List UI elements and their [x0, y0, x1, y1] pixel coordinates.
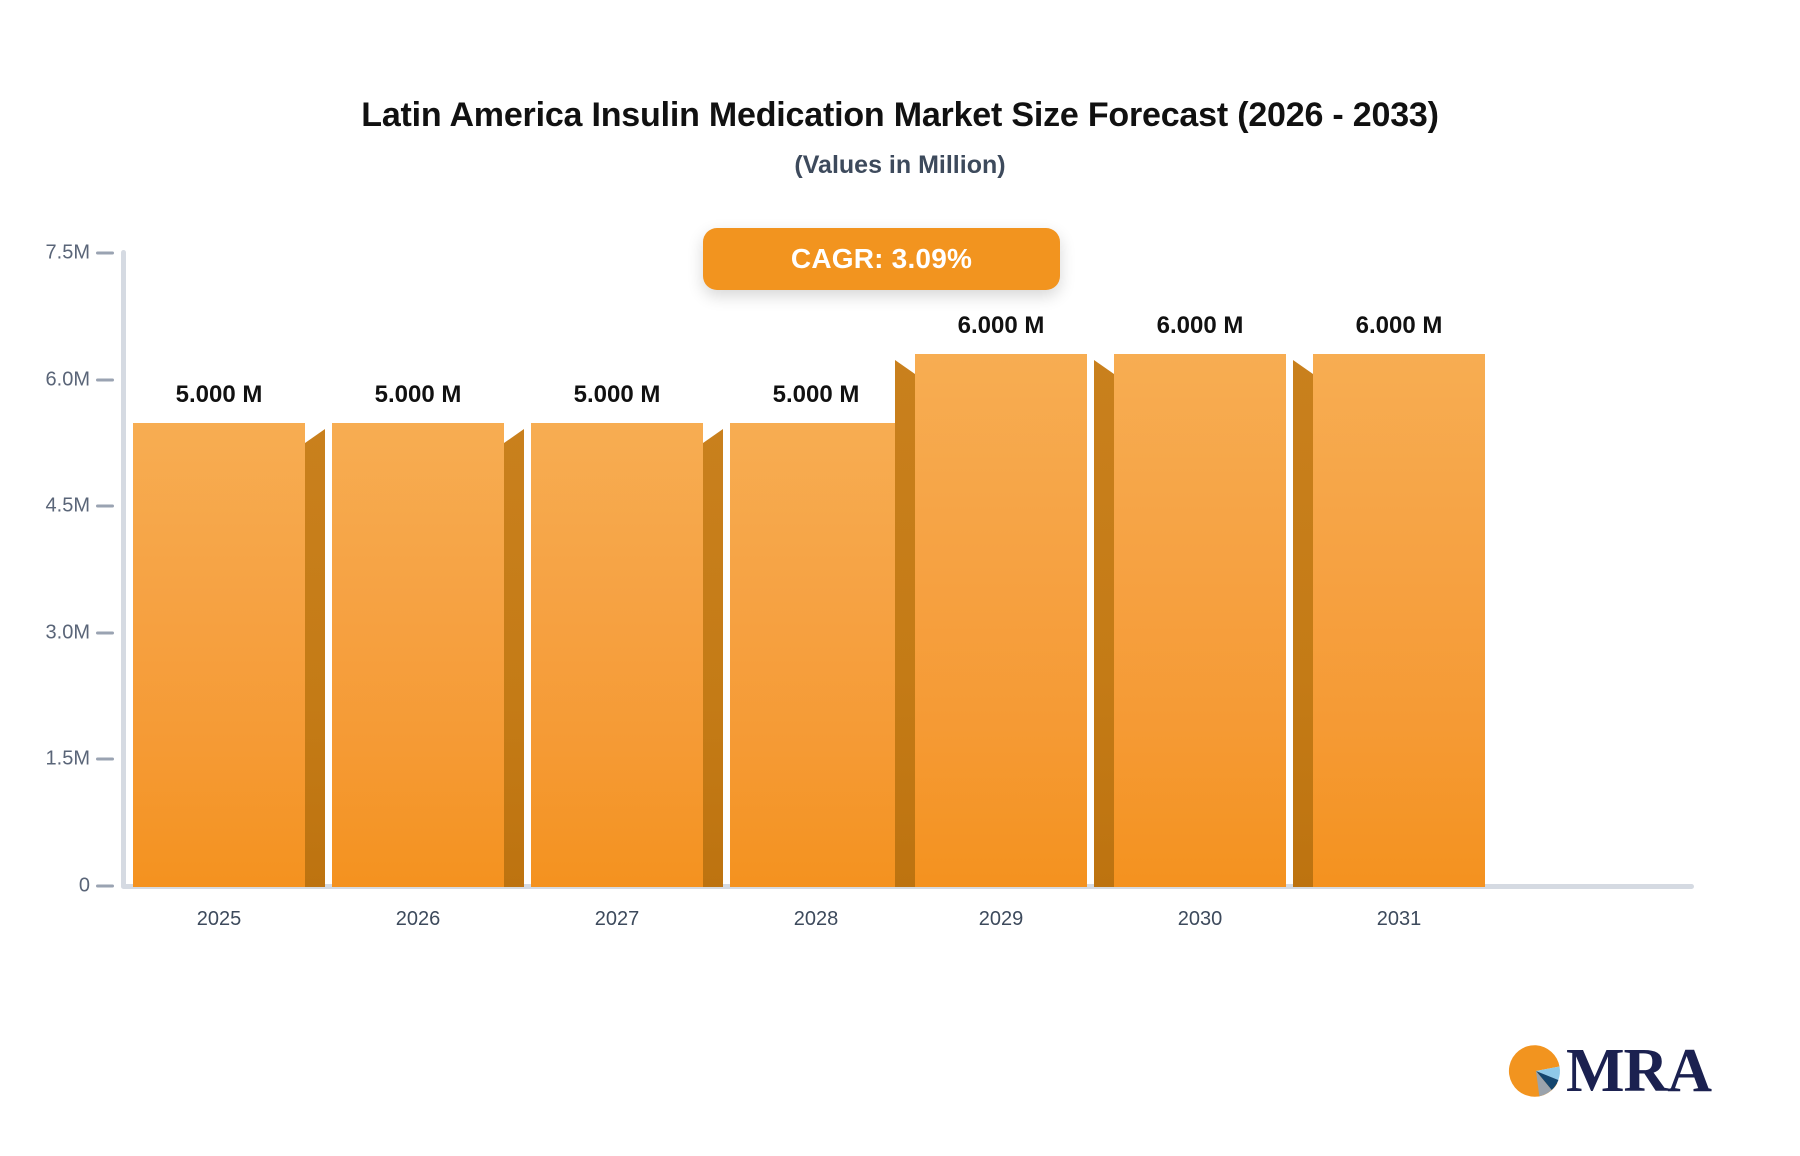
x-axis-tick-label: 2025	[196, 908, 242, 930]
bar-side-panel	[895, 360, 915, 887]
x-axis-tick-label: 2030	[1177, 908, 1223, 930]
cagr-badge: CAGR: 3.09%	[703, 228, 1060, 290]
bar-side-panel	[305, 429, 325, 887]
x-axis-tick-label: 2026	[395, 908, 441, 930]
y-axis-tick-mark	[96, 757, 114, 761]
bar-value-label: 5.000 M	[772, 381, 860, 408]
y-axis-line	[121, 250, 126, 888]
bar[interactable]: 6.000 M	[1094, 312, 1286, 887]
mra-logo: MRA	[1508, 1037, 1712, 1105]
bar-face	[730, 423, 902, 887]
page-title: Latin America Insulin Medication Market …	[361, 96, 1439, 134]
y-axis-tick-label: 1.5M	[45, 747, 90, 770]
bar-face	[1114, 354, 1286, 887]
y-axis-tick-mark	[96, 251, 114, 255]
bar[interactable]: 6.000 M	[895, 312, 1087, 887]
bar-face	[531, 423, 703, 887]
bar-value-label: 6.000 M	[1355, 312, 1443, 339]
bar-value-label: 5.000 M	[175, 381, 263, 408]
bar-face	[915, 354, 1087, 887]
x-axis-tick-label: 2028	[793, 908, 839, 930]
bar-value-label: 5.000 M	[573, 381, 661, 408]
bar[interactable]: 5.000 M	[133, 381, 325, 887]
chart-subtitle: (Values in Million)	[794, 151, 1006, 180]
bar[interactable]: 5.000 M	[332, 381, 524, 887]
pie-chart-icon	[1508, 1045, 1560, 1097]
bar-face	[1313, 354, 1485, 887]
bar-face	[133, 423, 305, 887]
bar-value-label: 6.000 M	[1156, 312, 1244, 339]
y-axis-tick-mark	[96, 504, 114, 508]
title-block: Latin America Insulin Medication Market …	[0, 96, 1800, 180]
bar-value-label: 6.000 M	[957, 312, 1045, 339]
y-axis-tick-mark	[96, 631, 114, 635]
y-axis-tick-mark	[96, 884, 114, 888]
logo-wordmark: MRA	[1566, 1037, 1712, 1105]
bar-side-panel	[1293, 360, 1313, 887]
bar-face	[332, 423, 504, 887]
bar-side-panel	[1094, 360, 1114, 887]
x-axis-tick-label: 2027	[594, 908, 640, 930]
y-axis-tick-label: 4.5M	[45, 494, 90, 517]
y-axis-tick-label: 6.0M	[45, 368, 90, 391]
bar[interactable]: 5.000 M	[531, 381, 723, 887]
bar-side-panel	[504, 429, 524, 887]
y-axis-tick-label: 0	[78, 874, 90, 897]
y-axis-tick-label: 7.5M	[45, 241, 90, 264]
y-axis-tick-mark	[96, 378, 114, 382]
x-axis-tick-label: 2029	[978, 908, 1024, 930]
bar[interactable]: 6.000 M	[1293, 312, 1485, 887]
y-axis-tick-label: 3.0M	[45, 621, 90, 644]
bar-side-panel	[703, 429, 723, 887]
bar-value-label: 5.000 M	[374, 381, 462, 408]
x-axis-tick-label: 2031	[1376, 908, 1422, 930]
bar[interactable]: 5.000 M	[730, 381, 902, 887]
cagr-badge-label: CAGR: 3.09%	[790, 243, 973, 274]
